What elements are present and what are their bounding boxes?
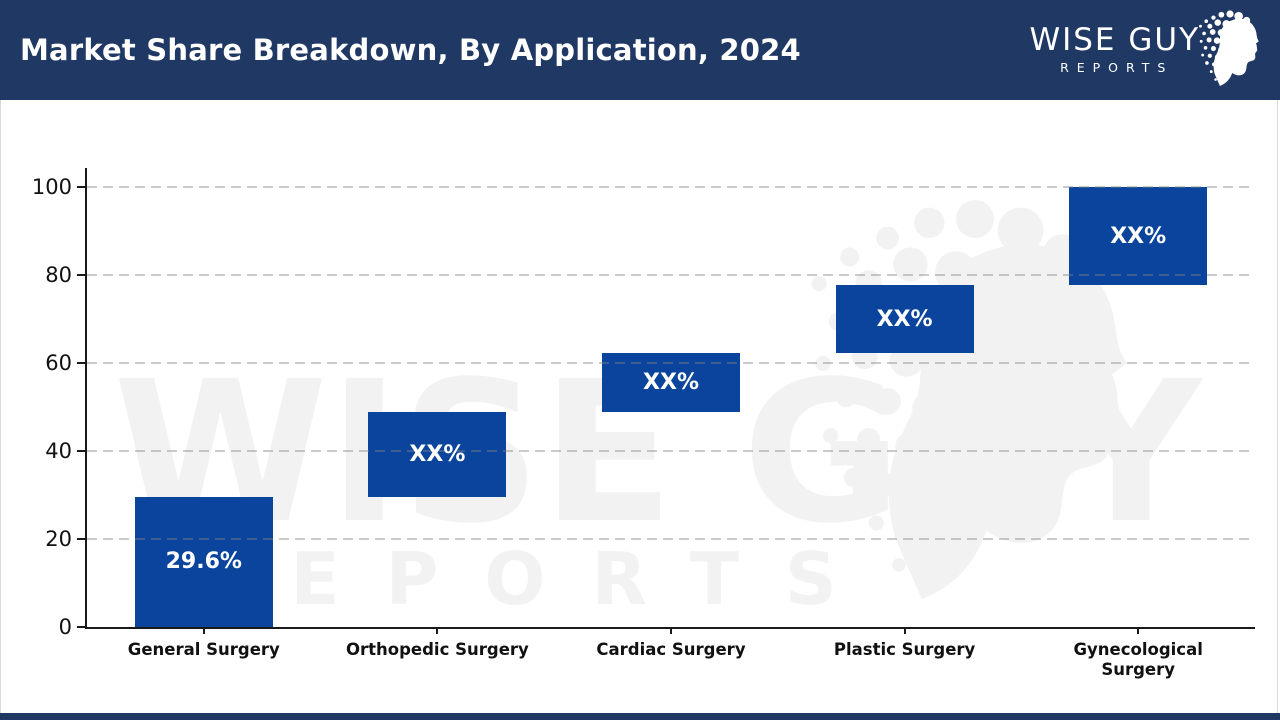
bar-orthopedic-surgery: [368, 411, 507, 497]
y-tick-mark: [77, 450, 85, 452]
bar-general-surgery: [134, 496, 273, 627]
y-tick-label: 80: [45, 263, 72, 287]
brand-logo: WISE GUY REPORTS: [1029, 8, 1266, 92]
chart-title: Market Share Breakdown, By Application, …: [20, 33, 801, 67]
y-tick-label: 0: [58, 615, 72, 639]
y-tick-label: 100: [31, 175, 72, 199]
y-tick-mark: [77, 626, 85, 628]
bar-value-label-orthopedic-surgery: XX%: [409, 441, 466, 467]
x-tick-mark: [903, 627, 906, 634]
x-category-label-general-surgery: General Surgery: [127, 640, 280, 659]
y-tick-label: 20: [45, 527, 72, 551]
x-category-label-plastic-surgery: Plastic Surgery: [833, 640, 976, 659]
x-tick-mark: [202, 627, 205, 634]
x-tick-mark: [670, 627, 672, 634]
bar-cardiac-surgery: [602, 352, 740, 412]
gridline-60: [87, 362, 1255, 364]
bar-value-label-plastic-surgery: XX%: [876, 306, 933, 332]
y-tick-mark: [77, 186, 85, 188]
gridline-40: [87, 450, 1255, 452]
y-tick-mark: [77, 538, 85, 540]
bar-value-label-general-surgery: 29.6%: [165, 549, 242, 575]
brand-subname: REPORTS: [1060, 60, 1174, 75]
x-category-label-gynecological-surgery: Gynecological Surgery: [1073, 640, 1203, 679]
footer-bar: [0, 713, 1280, 720]
y-tick-mark: [77, 362, 85, 364]
x-tick-mark: [1137, 627, 1140, 634]
y-tick-label: 60: [45, 351, 72, 375]
gridline-100: [87, 186, 1255, 188]
gridline-80: [87, 274, 1255, 276]
x-category-label-orthopedic-surgery: Orthopedic Surgery: [345, 640, 529, 659]
bar-value-label-gynecological-surgery: XX%: [1110, 223, 1167, 249]
header: Market Share Breakdown, By Application, …: [0, 0, 1280, 100]
gridline-20: [87, 538, 1255, 540]
x-category-label-cardiac-surgery: Cardiac Surgery: [596, 640, 746, 659]
brand-logo-text: WISE GUY REPORTS: [1029, 22, 1200, 76]
y-tick-mark: [77, 274, 85, 276]
brand-name: WISE GUY: [1029, 22, 1200, 58]
y-tick-label: 40: [45, 439, 72, 463]
plot-area: 0 20 40 60 80 100 29.6% General Surgery XX% Ortho…: [32, 168, 1255, 679]
brand-face-icon: [1199, 10, 1259, 86]
x-tick-mark: [436, 627, 439, 634]
bar-value-label-cardiac-surgery: XX%: [643, 369, 699, 395]
